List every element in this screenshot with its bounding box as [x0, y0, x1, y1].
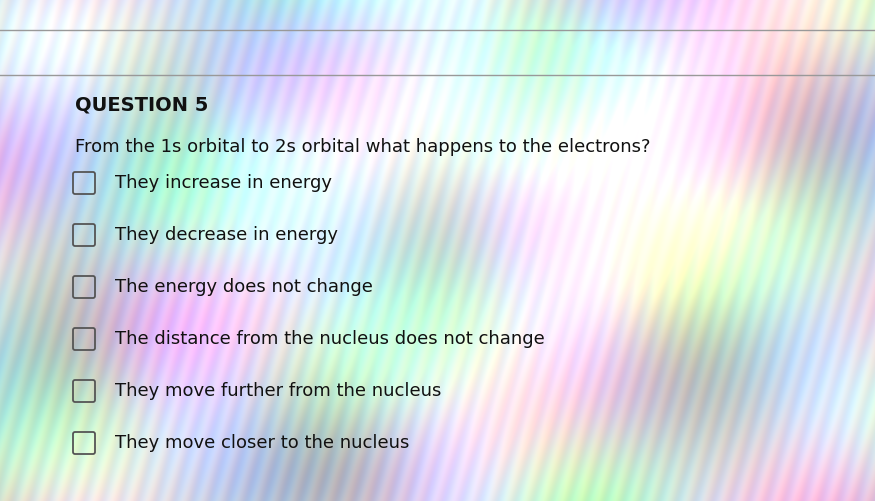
Text: They move closer to the nucleus: They move closer to the nucleus: [115, 434, 410, 452]
Text: QUESTION 5: QUESTION 5: [75, 95, 208, 114]
Text: The energy does not change: The energy does not change: [115, 278, 373, 296]
Text: From the 1s orbital to 2s orbital what happens to the electrons?: From the 1s orbital to 2s orbital what h…: [75, 138, 650, 156]
Text: The distance from the nucleus does not change: The distance from the nucleus does not c…: [115, 330, 545, 348]
Text: They decrease in energy: They decrease in energy: [115, 226, 338, 244]
Text: They increase in energy: They increase in energy: [115, 174, 332, 192]
Text: They move further from the nucleus: They move further from the nucleus: [115, 382, 441, 400]
